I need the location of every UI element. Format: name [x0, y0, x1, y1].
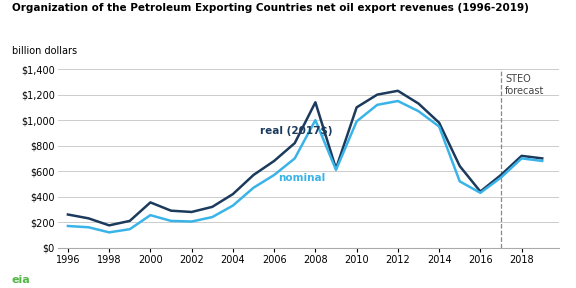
Text: Organization of the Petroleum Exporting Countries net oil export revenues (1996-: Organization of the Petroleum Exporting …: [12, 3, 528, 13]
Text: real (2017$): real (2017$): [260, 126, 332, 136]
Text: STEO
forecast: STEO forecast: [505, 74, 544, 96]
Text: billion dollars: billion dollars: [12, 46, 77, 56]
Text: nominal: nominal: [278, 173, 325, 183]
Text: eia: eia: [12, 275, 31, 285]
